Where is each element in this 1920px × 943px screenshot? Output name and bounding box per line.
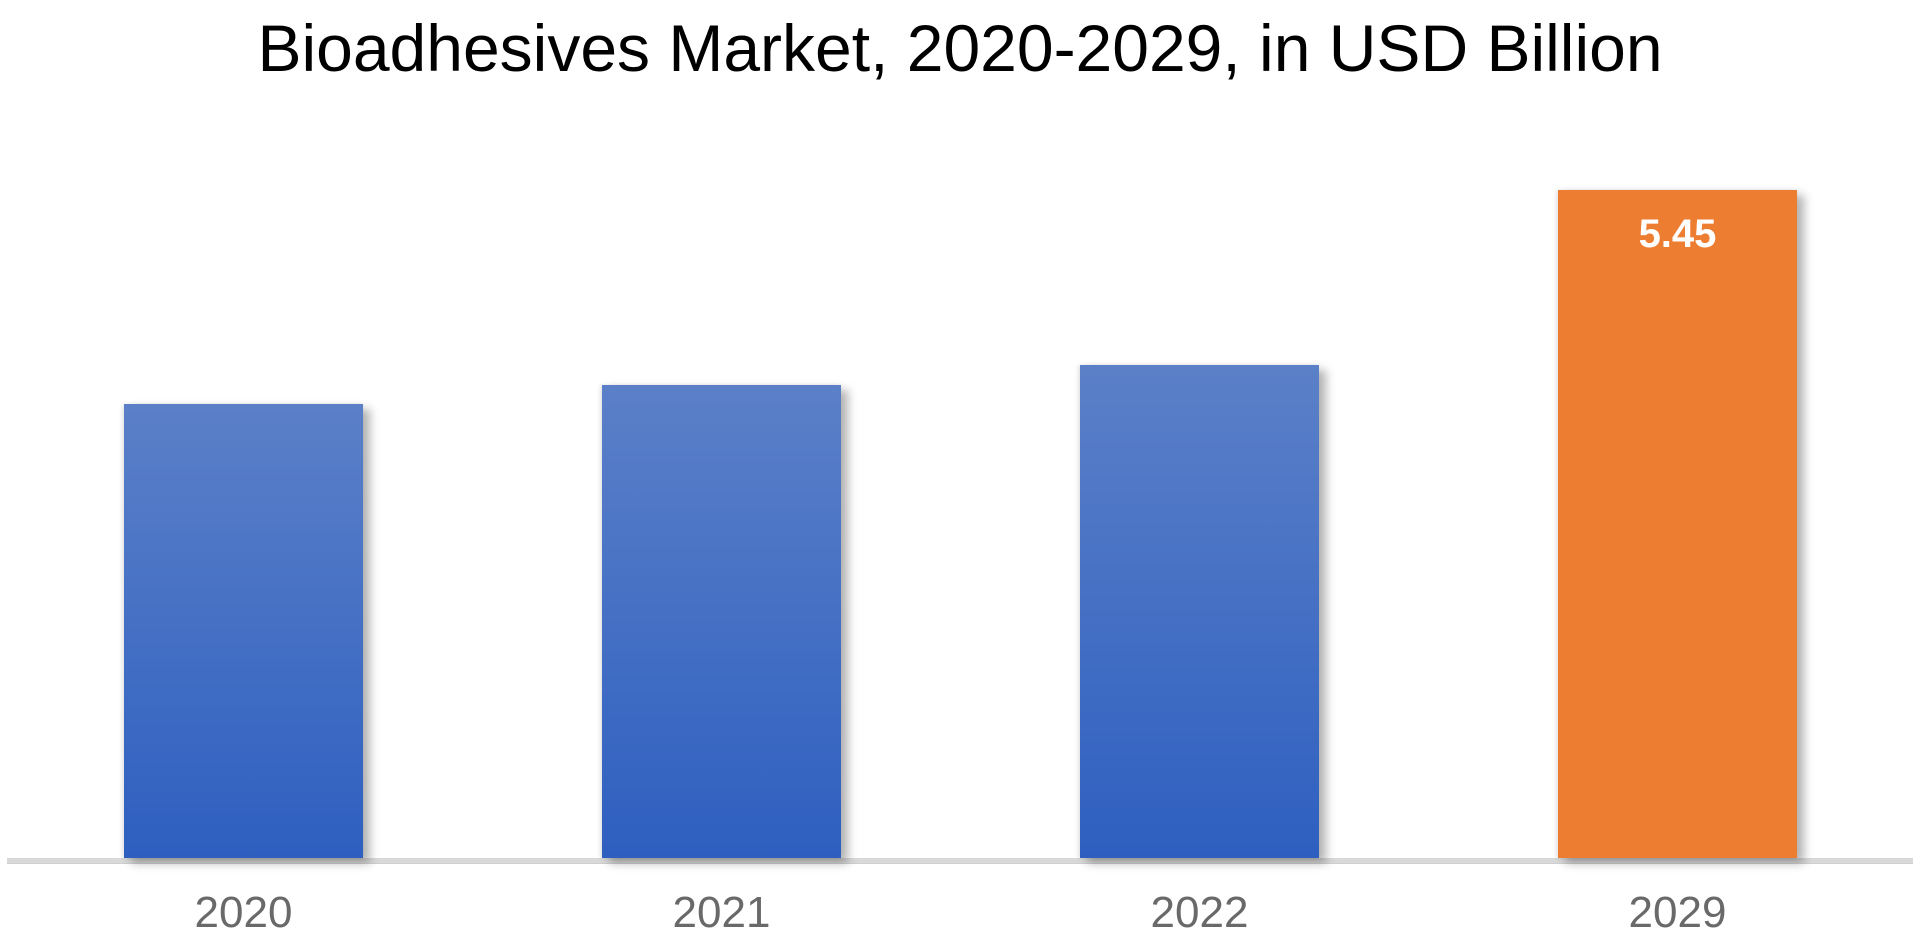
bar-2021 [602,385,841,858]
chart-title: Bioadhesives Market, 2020-2029, in USD B… [257,11,1663,85]
x-axis-label-2021: 2021 [672,888,771,937]
x-axis-label-2029: 2029 [1628,888,1727,937]
x-axis-line [7,858,1913,864]
x-axis-label-2022: 2022 [1150,888,1249,937]
bar-value-label-2029: 5.45 [1638,212,1717,256]
bar-2022 [1080,365,1319,858]
bar-2020 [124,404,363,858]
x-axis-label-2020: 2020 [194,888,293,937]
bar-2029: 5.45 [1558,190,1797,858]
